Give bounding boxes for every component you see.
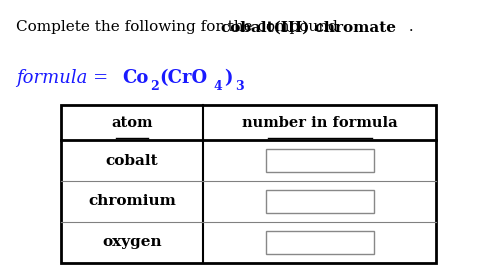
- Text: number in formula: number in formula: [242, 116, 398, 130]
- Text: formula =: formula =: [16, 70, 114, 87]
- Text: Co: Co: [122, 70, 149, 87]
- Text: 2: 2: [150, 80, 159, 93]
- Text: chromium: chromium: [88, 194, 176, 208]
- Text: (CrO: (CrO: [160, 70, 208, 87]
- Text: cobalt(III) chromate: cobalt(III) chromate: [221, 20, 396, 34]
- FancyBboxPatch shape: [265, 149, 374, 172]
- FancyBboxPatch shape: [61, 105, 436, 263]
- Text: cobalt: cobalt: [106, 154, 159, 168]
- Text: 4: 4: [214, 80, 223, 93]
- Text: Complete the following for the compound: Complete the following for the compound: [16, 20, 343, 34]
- FancyBboxPatch shape: [265, 231, 374, 254]
- Text: 3: 3: [235, 80, 244, 93]
- Text: ): ): [224, 70, 232, 87]
- Text: atom: atom: [111, 116, 153, 130]
- Text: .: .: [404, 20, 414, 34]
- Text: oxygen: oxygen: [102, 235, 162, 249]
- FancyBboxPatch shape: [265, 190, 374, 213]
